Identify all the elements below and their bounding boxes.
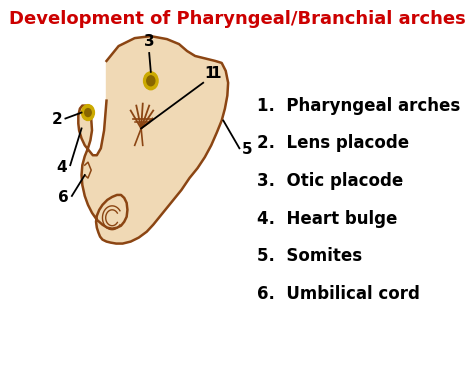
Polygon shape [78,36,228,244]
Text: 4: 4 [56,160,67,175]
Text: 2: 2 [52,112,62,127]
Text: 5: 5 [242,142,253,157]
Text: 5.  Somites: 5. Somites [257,247,362,266]
Text: 6: 6 [58,190,69,206]
Text: 1: 1 [204,66,214,81]
Text: 3: 3 [144,34,155,49]
Text: 3.  Otic placode: 3. Otic placode [257,172,403,190]
Circle shape [85,109,91,116]
Text: 2.  Lens placode: 2. Lens placode [257,134,409,152]
Text: Development of Pharyngeal/Branchial arches: Development of Pharyngeal/Branchial arch… [9,10,465,28]
Circle shape [82,104,94,120]
Text: 1: 1 [210,66,221,81]
Text: 1.  Pharyngeal arches: 1. Pharyngeal arches [257,97,460,115]
Circle shape [147,76,155,86]
Text: 6.  Umbilical cord: 6. Umbilical cord [257,285,420,303]
Text: 4.  Heart bulge: 4. Heart bulge [257,210,398,228]
Circle shape [144,72,158,90]
